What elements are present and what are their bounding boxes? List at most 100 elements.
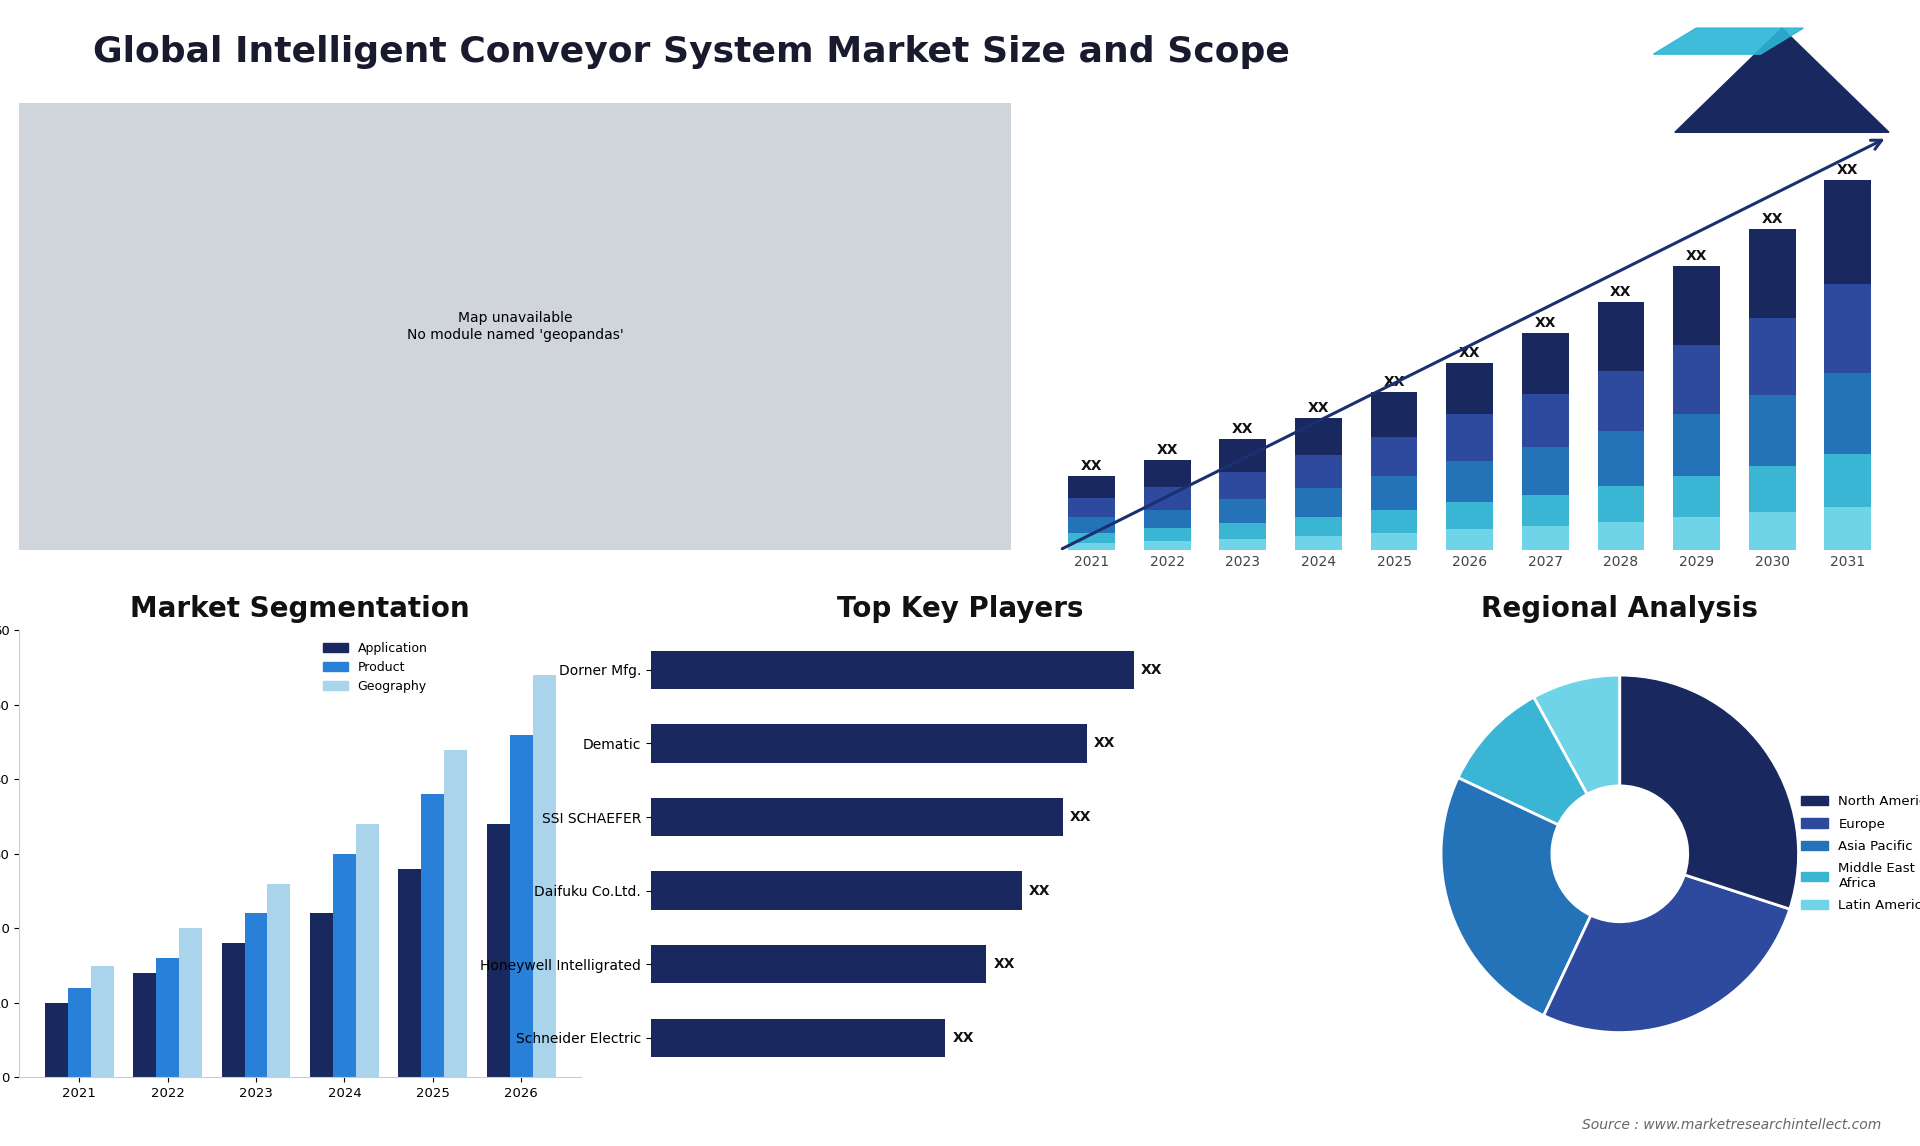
Bar [1597,371,1644,431]
Bar [1672,345,1720,414]
Bar [1294,455,1342,488]
Bar [1672,517,1720,550]
Bar [1749,317,1795,395]
Text: XX: XX [1140,662,1162,677]
Text: Global Intelligent Conveyor System Market Size and Scope: Global Intelligent Conveyor System Marke… [92,34,1290,69]
Bar [1371,476,1417,510]
Text: XX: XX [993,957,1016,971]
Text: Map unavailable
No module named 'geopandas': Map unavailable No module named 'geopand… [407,312,624,342]
Bar [1749,228,1795,317]
Wedge shape [1544,874,1789,1033]
Bar [179,928,202,1077]
Polygon shape [1674,29,1889,132]
Bar [1068,499,1116,517]
Bar [1294,517,1342,536]
Bar [532,675,555,1077]
Title: Regional Analysis: Regional Analysis [1482,595,1759,622]
Bar [1371,510,1417,533]
Bar [1523,495,1569,526]
Text: XX: XX [1382,375,1405,388]
Legend: Application, Product, Geography: Application, Product, Geography [317,637,432,698]
Bar [509,735,532,1077]
Bar [397,869,420,1077]
Bar [332,854,355,1077]
Bar [1219,439,1265,472]
Bar [1523,447,1569,495]
Bar [1597,486,1644,523]
Bar [90,966,113,1077]
Bar [1824,454,1872,507]
Bar [267,884,290,1077]
Bar [651,945,987,983]
Polygon shape [1653,29,1803,54]
Bar [486,824,509,1077]
Bar [1219,524,1265,539]
Bar [1597,431,1644,486]
Bar [67,988,90,1077]
Bar [156,958,179,1077]
Wedge shape [1442,778,1592,1015]
Bar [1144,460,1190,487]
Bar [1371,392,1417,437]
Bar [1219,539,1265,550]
Bar [1294,417,1342,455]
Bar [651,798,1064,837]
Bar [651,651,1133,689]
Bar [1824,180,1872,283]
Bar [1371,437,1417,476]
Wedge shape [1620,675,1799,909]
Bar [1824,372,1872,454]
Text: XX: XX [1459,346,1480,360]
Bar [1068,533,1116,543]
Bar [444,749,467,1077]
Bar [1446,362,1494,414]
Text: XX: XX [1233,422,1254,435]
Text: XX: XX [1534,316,1555,330]
Title: Top Key Players: Top Key Players [837,595,1083,622]
Bar [44,1003,67,1077]
Bar [1446,461,1494,502]
Bar [1371,533,1417,550]
Bar [244,913,267,1077]
Text: Source : www.marketresearchintellect.com: Source : www.marketresearchintellect.com [1582,1118,1882,1132]
Bar [1824,283,1872,372]
Bar [1523,333,1569,393]
Bar [1672,414,1720,476]
Wedge shape [1534,675,1620,794]
Bar [1294,536,1342,550]
Bar [1749,395,1795,465]
Bar [355,824,378,1077]
Text: XX: XX [1761,212,1784,226]
Bar [1144,528,1190,541]
Bar [1824,507,1872,550]
Bar [1749,512,1795,550]
Bar [1672,266,1720,345]
Bar [221,943,244,1077]
Bar [1219,500,1265,524]
Bar [1219,472,1265,500]
Bar [1749,465,1795,512]
Bar [1446,502,1494,529]
Bar [1597,303,1644,371]
Text: XX: XX [1094,737,1116,751]
Bar [1446,414,1494,461]
Bar [309,913,332,1077]
Bar [1144,541,1190,550]
Bar [651,724,1087,762]
Title: Market Segmentation: Market Segmentation [131,595,470,622]
Bar [420,794,444,1077]
Bar [1144,487,1190,510]
Bar [1597,523,1644,550]
Bar [1672,476,1720,517]
Bar [1523,526,1569,550]
Bar [651,1019,945,1057]
Bar [132,973,156,1077]
Text: XX: XX [952,1030,973,1045]
Text: XX: XX [1081,460,1102,473]
Bar [1523,393,1569,447]
Bar [651,871,1021,910]
Bar [1068,476,1116,499]
Bar [1294,488,1342,517]
Bar [1446,529,1494,550]
Bar [1144,510,1190,528]
